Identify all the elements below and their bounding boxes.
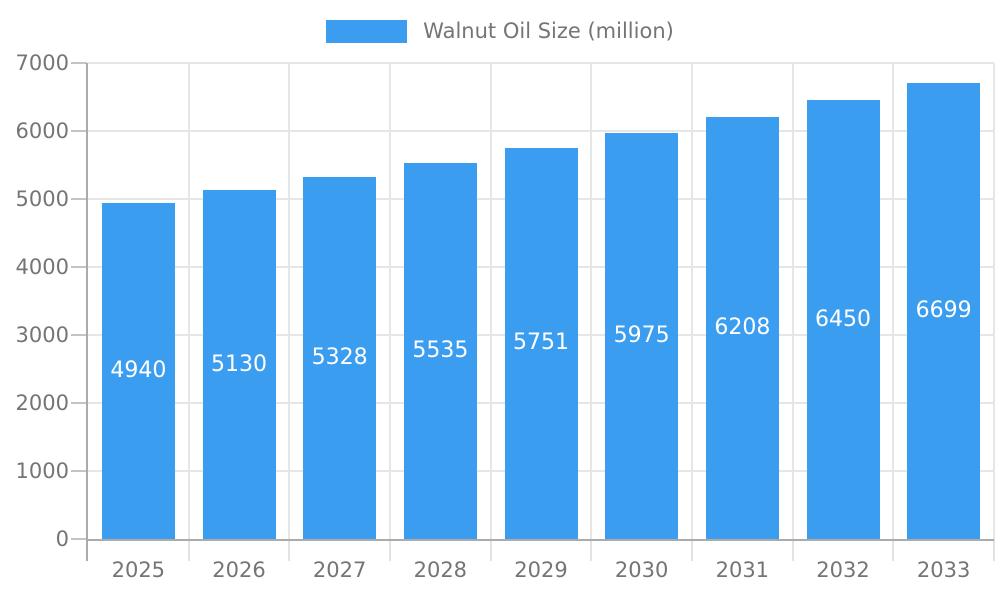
x-axis-tick — [590, 539, 593, 561]
x-axis-category-label: 2025 — [111, 558, 166, 582]
y-axis-tick — [71, 198, 87, 200]
bar-value-label: 6450 — [815, 306, 871, 332]
y-axis-label: 7000 — [15, 51, 69, 75]
gridline-vertical — [993, 63, 995, 539]
x-axis-tick — [288, 539, 291, 561]
x-axis-tick — [389, 539, 391, 561]
y-axis-tick — [71, 470, 87, 472]
x-axis-tick — [187, 539, 190, 561]
gridline-vertical — [489, 63, 492, 539]
x-axis-line — [86, 539, 994, 541]
y-axis-label: 4000 — [15, 255, 69, 279]
y-axis-tick — [71, 266, 87, 268]
x-axis-tick — [489, 539, 492, 561]
bar-2030[interactable] — [605, 132, 679, 539]
bar-value-label: 5535 — [412, 337, 469, 363]
x-axis-category-label: 2029 — [514, 558, 568, 582]
x-axis-category-label: 2033 — [916, 558, 971, 582]
bar-value-label: 5975 — [613, 322, 670, 348]
x-axis-category-label: 2030 — [614, 558, 669, 582]
bar-2026[interactable] — [202, 190, 276, 539]
bar-value-label: 6699 — [915, 298, 972, 324]
y-axis-label: 5000 — [15, 187, 69, 211]
y-axis-label: 6000 — [15, 119, 69, 143]
gridline-vertical — [187, 63, 190, 539]
bar-value-label: 5751 — [513, 330, 569, 356]
y-axis-tick — [71, 334, 87, 336]
legend-series-label: Walnut Oil Size (million) — [423, 19, 674, 43]
gridline-vertical — [389, 63, 391, 539]
bar-2029[interactable] — [504, 147, 578, 539]
y-axis-tick — [71, 62, 87, 64]
bar-2032[interactable] — [806, 100, 880, 539]
x-axis-category-label: 2027 — [312, 558, 367, 582]
gridline-vertical — [590, 63, 593, 539]
x-axis-tick — [691, 539, 693, 561]
gridline-vertical — [892, 63, 895, 539]
x-axis-category-label: 2026 — [212, 558, 266, 582]
bar-value-label: 5130 — [211, 351, 267, 377]
bar-2033[interactable] — [907, 83, 981, 539]
y-axis-tick — [71, 130, 87, 132]
bar-value-label: 5328 — [311, 344, 368, 370]
bar-2027[interactable] — [303, 176, 377, 539]
gridline-vertical — [791, 63, 794, 539]
y-axis-line — [86, 63, 88, 561]
bar-value-label: 4940 — [110, 358, 167, 384]
gridline-horizontal — [88, 130, 994, 132]
y-axis-label: 3000 — [15, 323, 69, 347]
gridline-vertical — [288, 63, 291, 539]
y-axis-tick — [71, 402, 87, 404]
y-axis-label: 0 — [55, 527, 69, 551]
x-axis-category-label: 2028 — [413, 558, 468, 582]
y-axis-label: 1000 — [15, 459, 69, 483]
gridline-vertical — [691, 63, 693, 539]
x-axis-tick — [892, 539, 895, 561]
y-axis-tick — [71, 538, 87, 540]
legend-swatch-icon — [326, 20, 408, 43]
x-axis-category-label: 2032 — [816, 558, 870, 582]
x-axis-tick — [993, 539, 995, 561]
x-axis-tick — [791, 539, 794, 561]
bar-2031[interactable] — [705, 116, 779, 539]
x-axis-category-label: 2031 — [715, 558, 770, 582]
bar-2025[interactable] — [101, 203, 175, 539]
chart-legend[interactable]: Walnut Oil Size (million) — [0, 20, 1000, 43]
y-axis-label: 2000 — [15, 391, 69, 415]
gridline-horizontal — [88, 62, 994, 64]
bar-2028[interactable] — [403, 162, 477, 539]
bar-value-label: 6208 — [714, 314, 771, 340]
